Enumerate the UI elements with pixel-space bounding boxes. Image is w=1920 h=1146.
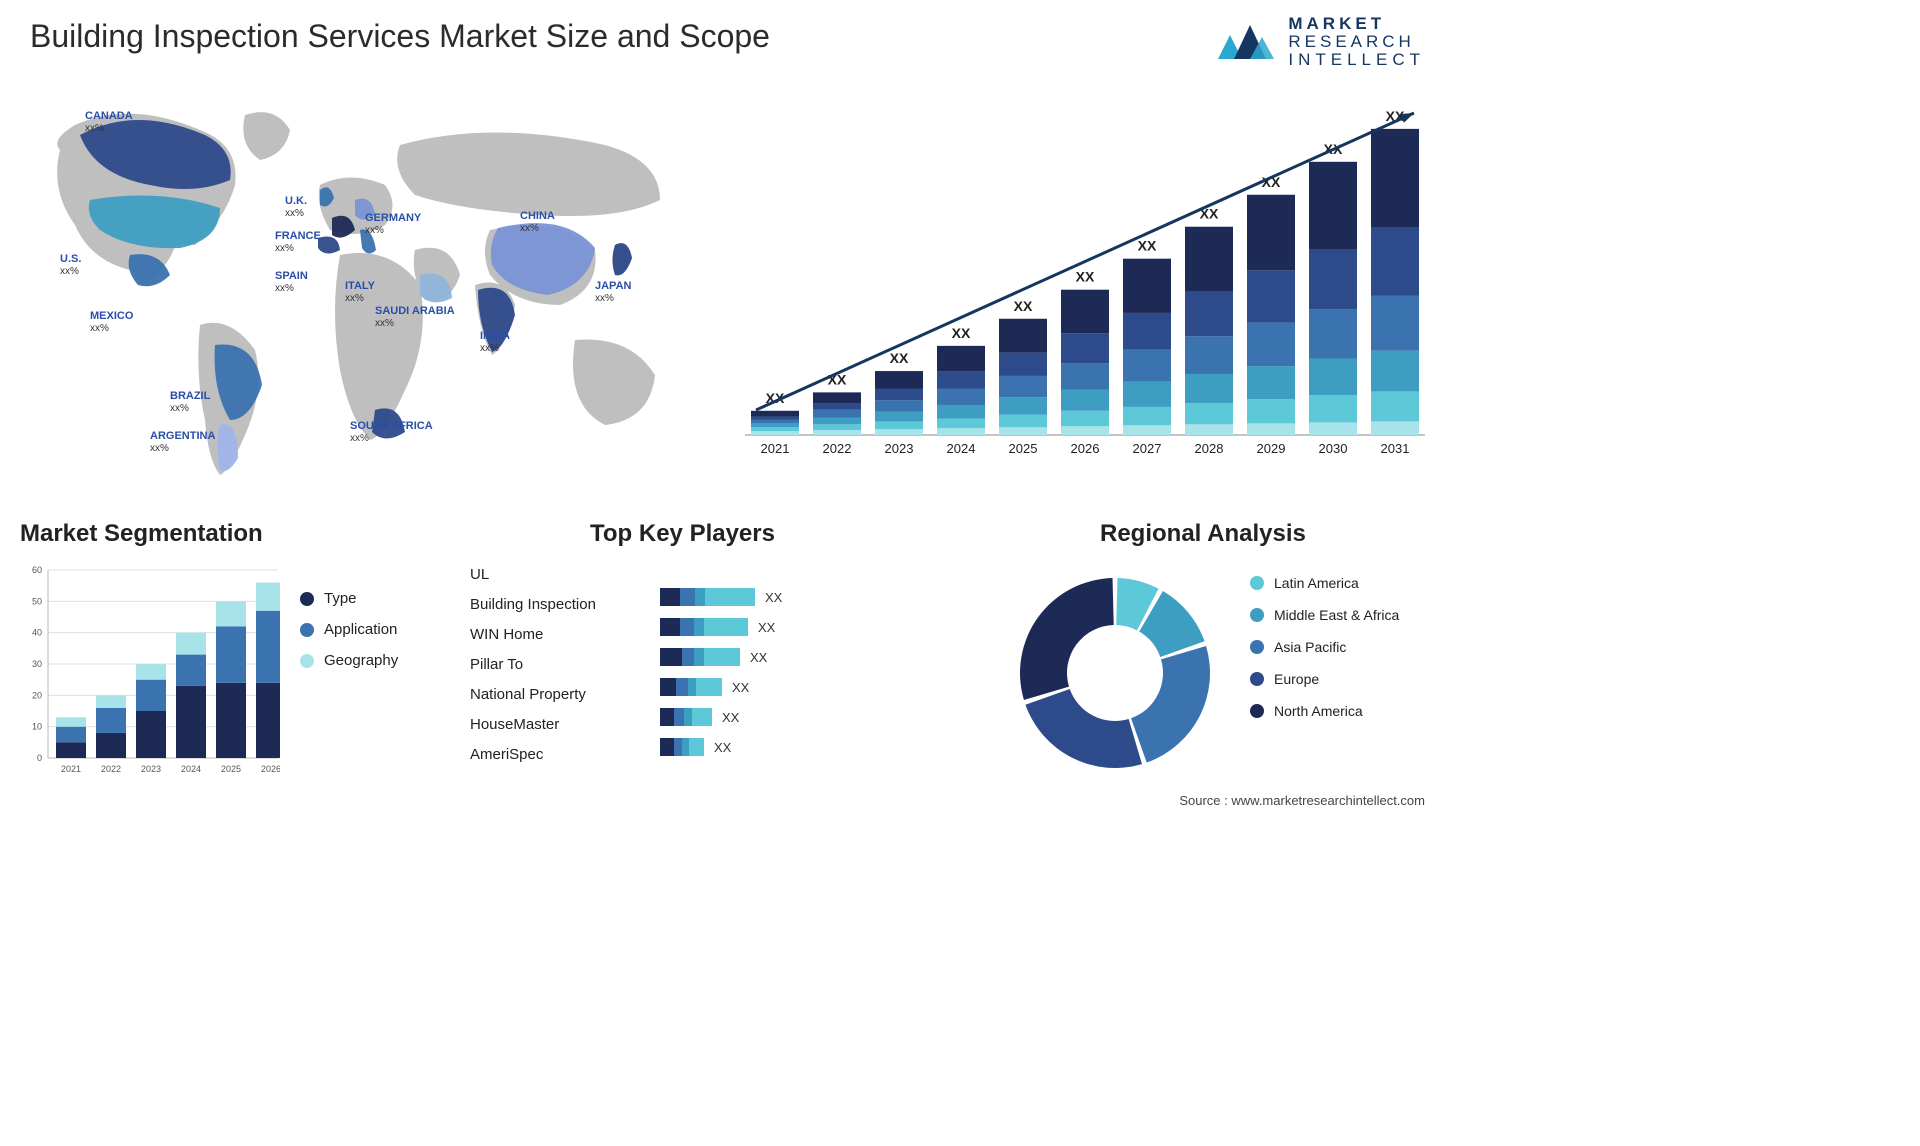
source-attribution: Source : www.marketresearchintellect.com xyxy=(1179,793,1425,808)
svg-text:10: 10 xyxy=(32,722,42,732)
segmentation-bar-svg: 0 10 20 30 40 50 60 2021 2022 2023 2024 2025 2026 xyxy=(20,560,280,780)
player-value-label: XX xyxy=(714,740,731,755)
player-value-label: XX xyxy=(722,710,739,725)
svg-text:2025: 2025 xyxy=(221,764,241,774)
brand-line-3: INTELLECT xyxy=(1288,51,1425,69)
svg-text:2026: 2026 xyxy=(1071,441,1100,456)
svg-text:2022: 2022 xyxy=(823,441,852,456)
player-bar-row: XX xyxy=(660,708,990,726)
svg-text:60: 60 xyxy=(32,565,42,575)
svg-text:30: 30 xyxy=(32,659,42,669)
map-label: U.S.xx% xyxy=(60,253,81,277)
map-label: JAPANxx% xyxy=(595,280,631,304)
svg-text:2023: 2023 xyxy=(885,441,914,456)
svg-text:2026: 2026 xyxy=(261,764,280,774)
svg-text:50: 50 xyxy=(32,596,42,606)
segmentation-heading: Market Segmentation xyxy=(20,520,440,548)
map-label: ITALYxx% xyxy=(345,280,375,304)
svg-text:2024: 2024 xyxy=(947,441,976,456)
map-label: ARGENTINAxx% xyxy=(150,430,215,454)
player-value-label: XX xyxy=(732,680,749,695)
svg-text:2030: 2030 xyxy=(1319,441,1348,456)
svg-text:2029: 2029 xyxy=(1257,441,1286,456)
world-map: CANADAxx% U.S.xx% MEXICOxx% BRAZILxx% ARGENT… xyxy=(20,90,700,490)
top-key-players-panel: Top Key Players ULBuilding InspectionWIN… xyxy=(470,520,990,780)
player-bar-row: XX xyxy=(660,588,990,606)
svg-text:2028: 2028 xyxy=(1195,441,1224,456)
map-label: CHINAxx% xyxy=(520,210,555,234)
player-bar-row: XX xyxy=(660,678,990,696)
svg-text:0: 0 xyxy=(37,753,42,763)
regional-analysis-panel: Regional Analysis Latin America Middle Ea… xyxy=(1010,520,1440,780)
brand-line-1: MARKET xyxy=(1288,15,1425,33)
brand-logo-block: MARKET RESEARCH INTELLECT xyxy=(1216,15,1425,69)
svg-text:40: 40 xyxy=(32,628,42,638)
player-bar-row: XX xyxy=(660,738,990,756)
regional-legend-item: Middle East & Africa xyxy=(1250,607,1399,623)
regional-legend-item: Europe xyxy=(1250,671,1399,687)
svg-text:XX: XX xyxy=(1014,298,1033,314)
regional-legend-item: Asia Pacific xyxy=(1250,639,1399,655)
map-label: GERMANYxx% xyxy=(365,212,421,236)
map-label: SAUDI ARABIAxx% xyxy=(375,305,455,329)
svg-text:20: 20 xyxy=(32,690,42,700)
regional-heading: Regional Analysis xyxy=(1100,520,1440,548)
segmentation-legend: Type Application Geography xyxy=(300,590,398,683)
page-title: Building Inspection Services Market Size… xyxy=(30,18,770,55)
svg-text:2031: 2031 xyxy=(1381,441,1410,456)
player-name: WIN Home xyxy=(470,620,650,650)
player-name: National Property xyxy=(470,680,650,710)
player-name: HouseMaster xyxy=(470,710,650,740)
svg-text:XX: XX xyxy=(952,325,971,341)
svg-text:2022: 2022 xyxy=(101,764,121,774)
svg-text:XX: XX xyxy=(890,350,909,366)
svg-text:XX: XX xyxy=(1138,238,1157,254)
player-bar-row: XX xyxy=(660,618,990,636)
player-value-label: XX xyxy=(750,650,767,665)
player-name: Building Inspection xyxy=(470,590,650,620)
market-size-bar-chart: XX2021XX2022XX2023XX2024XX2025XX2026XX20… xyxy=(745,95,1425,465)
player-value-label: XX xyxy=(758,620,775,635)
svg-text:2024: 2024 xyxy=(181,764,201,774)
svg-text:2027: 2027 xyxy=(1133,441,1162,456)
map-label: U.K.xx% xyxy=(285,195,307,219)
regional-donut-svg xyxy=(1010,565,1220,775)
svg-text:2025: 2025 xyxy=(1009,441,1038,456)
player-value-label: XX xyxy=(765,590,782,605)
map-label: CANADAxx% xyxy=(85,110,133,134)
svg-text:XX: XX xyxy=(1076,269,1095,285)
players-name-list: ULBuilding InspectionWIN HomePillar ToNa… xyxy=(470,560,650,770)
segmentation-legend-item: Application xyxy=(300,621,398,638)
players-heading: Top Key Players xyxy=(590,520,990,548)
player-name: UL xyxy=(470,560,650,590)
map-label: INDIAxx% xyxy=(480,330,510,354)
regional-legend: Latin America Middle East & Africa Asia Pa… xyxy=(1250,575,1399,735)
players-bars: XXXXXXXXXXXX xyxy=(660,588,990,768)
player-name: Pillar To xyxy=(470,650,650,680)
regional-legend-item: Latin America xyxy=(1250,575,1399,591)
brand-line-2: RESEARCH xyxy=(1288,33,1425,51)
segmentation-legend-item: Geography xyxy=(300,652,398,669)
market-segmentation-panel: Market Segmentation 0 10 20 30 40 50 60 2021 202… xyxy=(20,520,440,780)
brand-logo-icon xyxy=(1216,17,1276,67)
map-label: MEXICOxx% xyxy=(90,310,133,334)
regional-legend-item: North America xyxy=(1250,703,1399,719)
map-label: BRAZILxx% xyxy=(170,390,210,414)
svg-text:2023: 2023 xyxy=(141,764,161,774)
player-bar-row: XX xyxy=(660,648,990,666)
map-label: FRANCExx% xyxy=(275,230,321,254)
player-name: AmeriSpec xyxy=(470,740,650,770)
svg-text:2021: 2021 xyxy=(761,441,790,456)
svg-text:2021: 2021 xyxy=(61,764,81,774)
market-size-bar-svg: XX2021XX2022XX2023XX2024XX2025XX2026XX20… xyxy=(745,95,1425,465)
map-label: SPAINxx% xyxy=(275,270,308,294)
map-label: SOUTH AFRICAxx% xyxy=(350,420,433,444)
segmentation-legend-item: Type xyxy=(300,590,398,607)
